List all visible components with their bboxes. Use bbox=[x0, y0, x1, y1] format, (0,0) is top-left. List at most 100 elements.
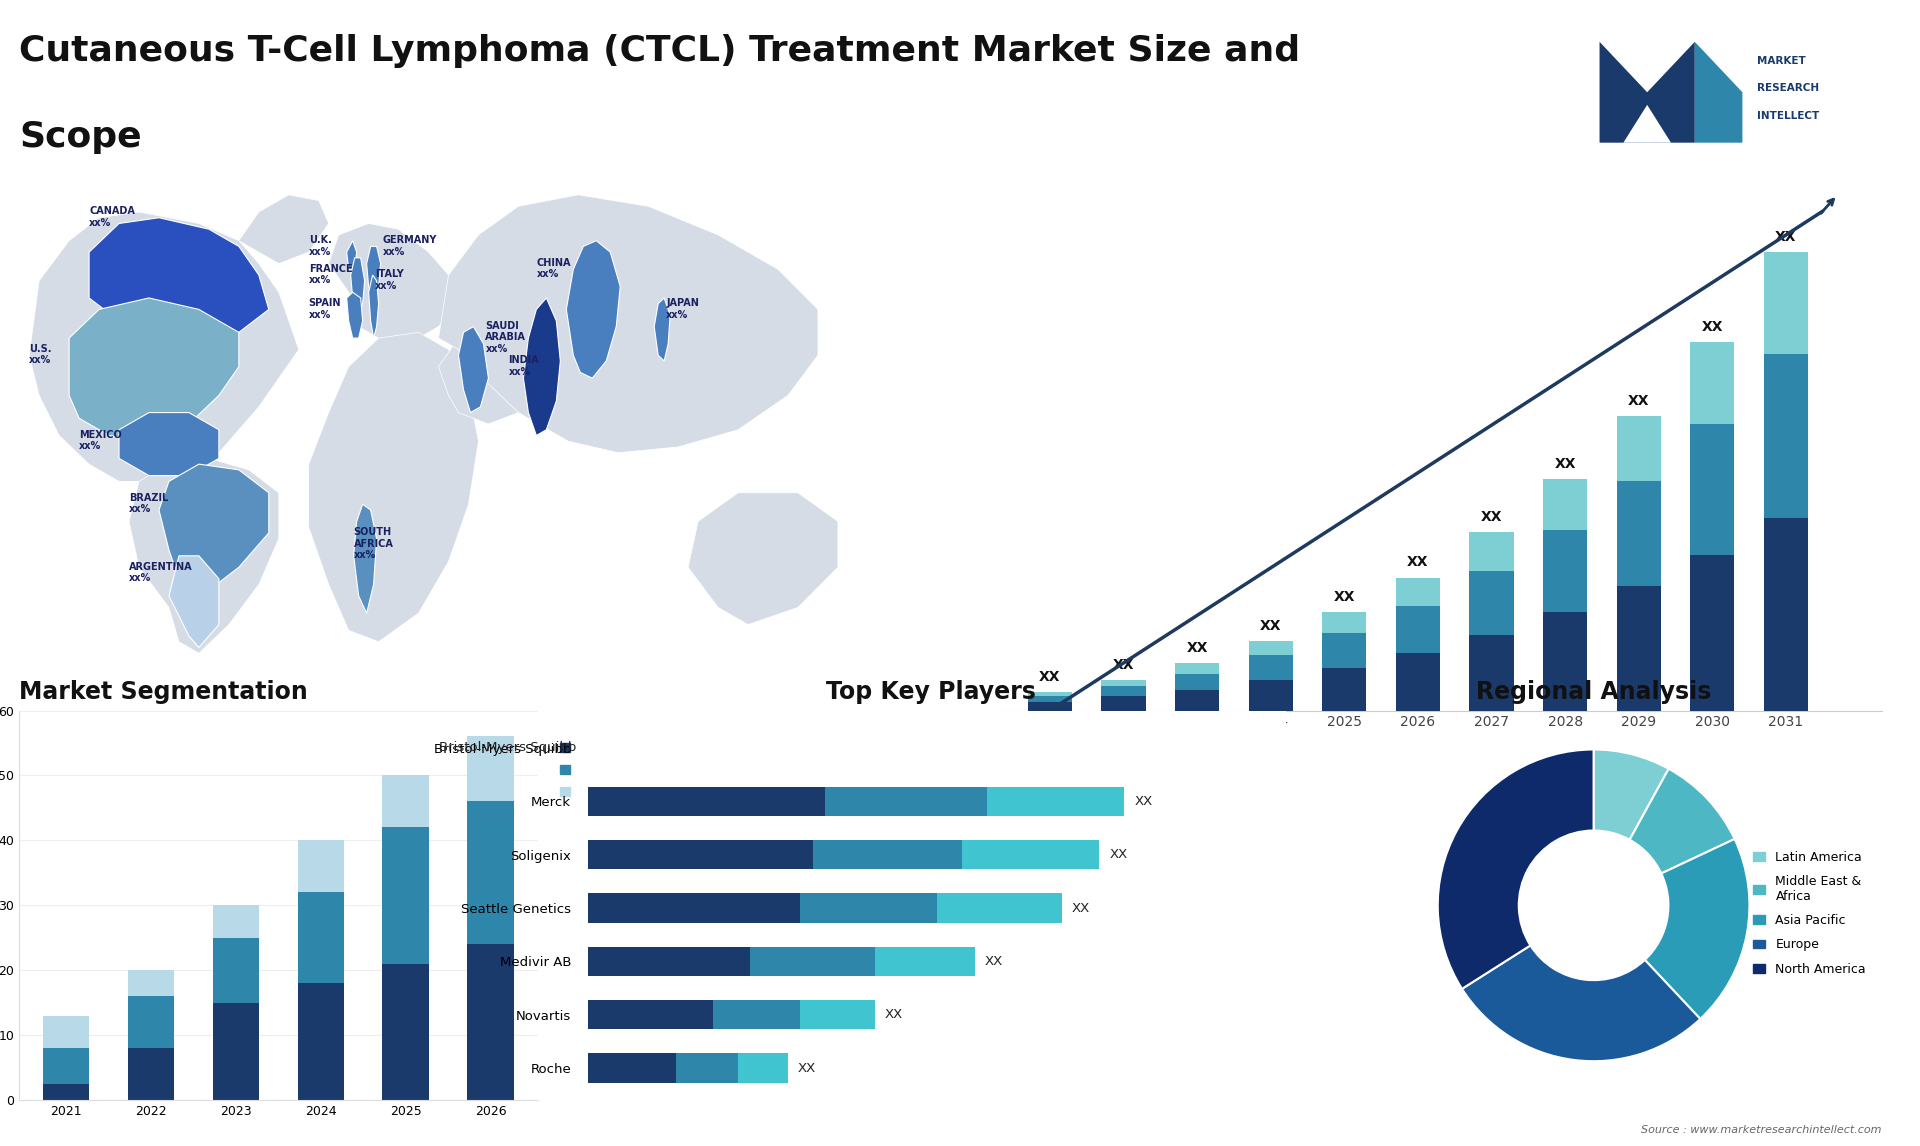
Text: GERMANY
xx%: GERMANY xx% bbox=[382, 235, 438, 257]
Bar bbox=[1469, 572, 1513, 635]
Text: Market Segmentation: Market Segmentation bbox=[19, 681, 307, 705]
Text: XX: XX bbox=[1039, 670, 1060, 684]
Bar bbox=[588, 947, 751, 976]
Text: CHINA
xx%: CHINA xx% bbox=[536, 258, 570, 280]
Bar bbox=[588, 840, 812, 870]
Bar bbox=[588, 1053, 676, 1083]
Bar bbox=[1469, 635, 1513, 711]
Bar bbox=[127, 1049, 175, 1100]
Bar bbox=[1248, 641, 1292, 656]
Polygon shape bbox=[119, 413, 219, 476]
Bar bbox=[1544, 479, 1588, 531]
Polygon shape bbox=[169, 556, 219, 647]
Bar bbox=[1027, 692, 1071, 696]
Wedge shape bbox=[1594, 749, 1668, 840]
Polygon shape bbox=[369, 275, 378, 338]
Text: U.K.
xx%: U.K. xx% bbox=[309, 235, 332, 257]
Bar bbox=[1617, 586, 1661, 711]
Polygon shape bbox=[348, 292, 363, 338]
Wedge shape bbox=[1630, 769, 1734, 873]
Bar bbox=[1396, 653, 1440, 711]
Bar bbox=[962, 840, 1100, 870]
Bar bbox=[588, 786, 826, 816]
Bar bbox=[1175, 690, 1219, 711]
Bar bbox=[1544, 612, 1588, 711]
Bar bbox=[298, 983, 344, 1100]
Bar bbox=[826, 786, 987, 816]
Bar bbox=[588, 894, 801, 923]
Bar bbox=[298, 893, 344, 983]
Text: XX: XX bbox=[1260, 619, 1281, 633]
Polygon shape bbox=[367, 246, 380, 298]
Bar bbox=[1027, 696, 1071, 702]
Polygon shape bbox=[351, 258, 365, 315]
Bar bbox=[213, 937, 259, 1003]
Wedge shape bbox=[1645, 839, 1749, 1019]
Bar bbox=[1396, 578, 1440, 606]
Text: BRAZIL
xx%: BRAZIL xx% bbox=[129, 493, 169, 515]
Text: ITALY
xx%: ITALY xx% bbox=[374, 269, 403, 291]
Polygon shape bbox=[309, 332, 478, 642]
Bar bbox=[588, 1000, 712, 1029]
Text: ARGENTINA
xx%: ARGENTINA xx% bbox=[129, 562, 192, 583]
Polygon shape bbox=[1695, 42, 1743, 143]
Polygon shape bbox=[238, 195, 328, 264]
Text: SAUDI
ARABIA
xx%: SAUDI ARABIA xx% bbox=[486, 321, 526, 354]
Bar bbox=[1396, 606, 1440, 653]
Bar bbox=[751, 947, 876, 976]
Polygon shape bbox=[328, 223, 459, 344]
Bar bbox=[987, 786, 1125, 816]
Text: Scope: Scope bbox=[19, 120, 142, 155]
Wedge shape bbox=[1438, 749, 1594, 989]
Bar bbox=[1690, 555, 1734, 711]
Bar bbox=[1617, 481, 1661, 586]
Text: XX: XX bbox=[1628, 393, 1649, 408]
Polygon shape bbox=[1622, 104, 1670, 143]
Bar bbox=[812, 840, 962, 870]
Text: XX: XX bbox=[1480, 510, 1501, 524]
Bar bbox=[737, 1053, 787, 1083]
Bar bbox=[676, 1053, 737, 1083]
Polygon shape bbox=[69, 298, 238, 441]
Bar bbox=[1027, 702, 1071, 711]
Text: XX: XX bbox=[985, 955, 1002, 968]
Bar bbox=[213, 905, 259, 937]
Text: FRANCE
xx%: FRANCE xx% bbox=[309, 264, 353, 285]
Bar bbox=[937, 894, 1062, 923]
Polygon shape bbox=[348, 241, 357, 269]
Text: XX: XX bbox=[1110, 848, 1127, 861]
Text: SOUTH
AFRICA
xx%: SOUTH AFRICA xx% bbox=[353, 527, 394, 560]
Polygon shape bbox=[29, 212, 300, 481]
Text: XX: XX bbox=[1407, 556, 1428, 570]
Text: XX: XX bbox=[799, 1061, 816, 1075]
Bar bbox=[1248, 656, 1292, 680]
Text: XX: XX bbox=[1555, 457, 1576, 471]
Bar bbox=[801, 894, 937, 923]
Polygon shape bbox=[655, 298, 670, 361]
Bar bbox=[1690, 424, 1734, 555]
Text: JAPAN
xx%: JAPAN xx% bbox=[666, 298, 699, 320]
Circle shape bbox=[1534, 846, 1653, 965]
Bar bbox=[1102, 696, 1146, 711]
Bar bbox=[1102, 680, 1146, 686]
Text: CANADA
xx%: CANADA xx% bbox=[88, 206, 134, 228]
Bar bbox=[876, 947, 975, 976]
Polygon shape bbox=[438, 195, 818, 453]
Text: XX: XX bbox=[1334, 590, 1356, 604]
Polygon shape bbox=[524, 298, 561, 435]
Polygon shape bbox=[159, 464, 269, 590]
Title: Top Key Players: Top Key Players bbox=[826, 681, 1037, 705]
Bar bbox=[1617, 416, 1661, 481]
Title: Regional Analysis: Regional Analysis bbox=[1476, 681, 1711, 705]
Bar bbox=[298, 840, 344, 893]
Text: INTELLECT: INTELLECT bbox=[1757, 111, 1820, 121]
Text: Cutaneous T-Cell Lymphoma (CTCL) Treatment Market Size and: Cutaneous T-Cell Lymphoma (CTCL) Treatme… bbox=[19, 34, 1300, 69]
Polygon shape bbox=[129, 458, 278, 653]
Bar bbox=[467, 944, 515, 1100]
Text: INDIA
xx%: INDIA xx% bbox=[509, 355, 540, 377]
Bar bbox=[1248, 680, 1292, 711]
Bar bbox=[1764, 518, 1809, 711]
Bar bbox=[467, 801, 515, 944]
Text: MEXICO
xx%: MEXICO xx% bbox=[79, 430, 121, 452]
Bar bbox=[1544, 531, 1588, 612]
